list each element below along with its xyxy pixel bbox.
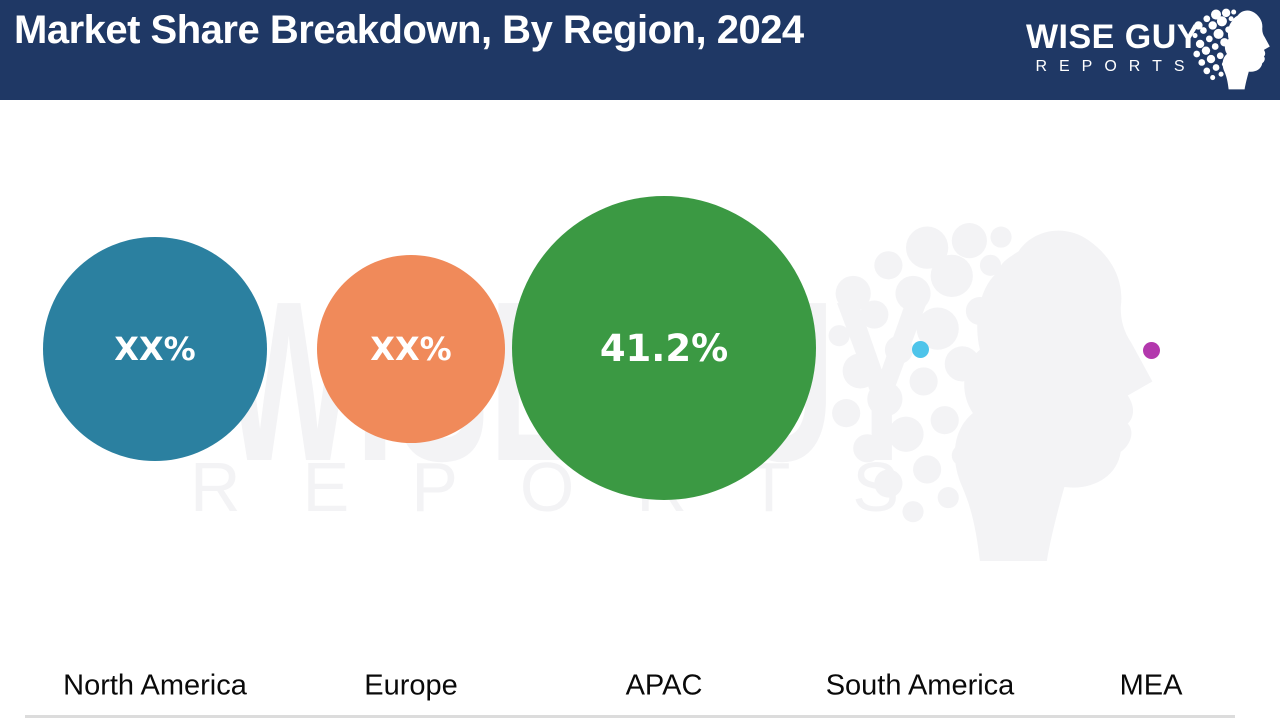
watermark-subtitle-text: REPORTS	[190, 448, 962, 526]
bubble-europe: XX%	[317, 255, 505, 443]
bubble-south-america	[911, 340, 929, 358]
category-label-apac: APAC	[625, 669, 703, 702]
bubble-mea	[1142, 341, 1160, 359]
category-label-mea: MEA	[1119, 669, 1183, 702]
chart-bottom-border	[25, 715, 1235, 718]
category-label-north-america: North America	[63, 669, 247, 702]
bubble-apac: 41.2%	[512, 196, 816, 500]
bubble-value-label: 41.2%	[599, 326, 729, 370]
category-label-south-america: South America	[825, 669, 1015, 702]
watermark-head-icon	[828, 223, 1153, 561]
brand-logo-text: WISE GUY REPORTS	[1026, 20, 1200, 76]
brand-logo-subtitle: REPORTS	[1035, 58, 1197, 75]
wiseguy-head-icon	[1192, 8, 1270, 90]
brand-logo-name: WISE GUY	[1025, 18, 1200, 56]
header-bar: Market Share Breakdown, By Region, 2024 …	[0, 0, 1280, 100]
bubble-value-label: XX%	[114, 330, 196, 368]
category-label-europe: Europe	[364, 669, 458, 702]
page-title: Market Share Breakdown, By Region, 2024	[14, 8, 804, 52]
bubble-north-america: XX%	[43, 237, 267, 461]
bubble-value-label: XX%	[370, 330, 452, 368]
brand-logo: WISE GUY REPORTS	[1026, 4, 1274, 94]
